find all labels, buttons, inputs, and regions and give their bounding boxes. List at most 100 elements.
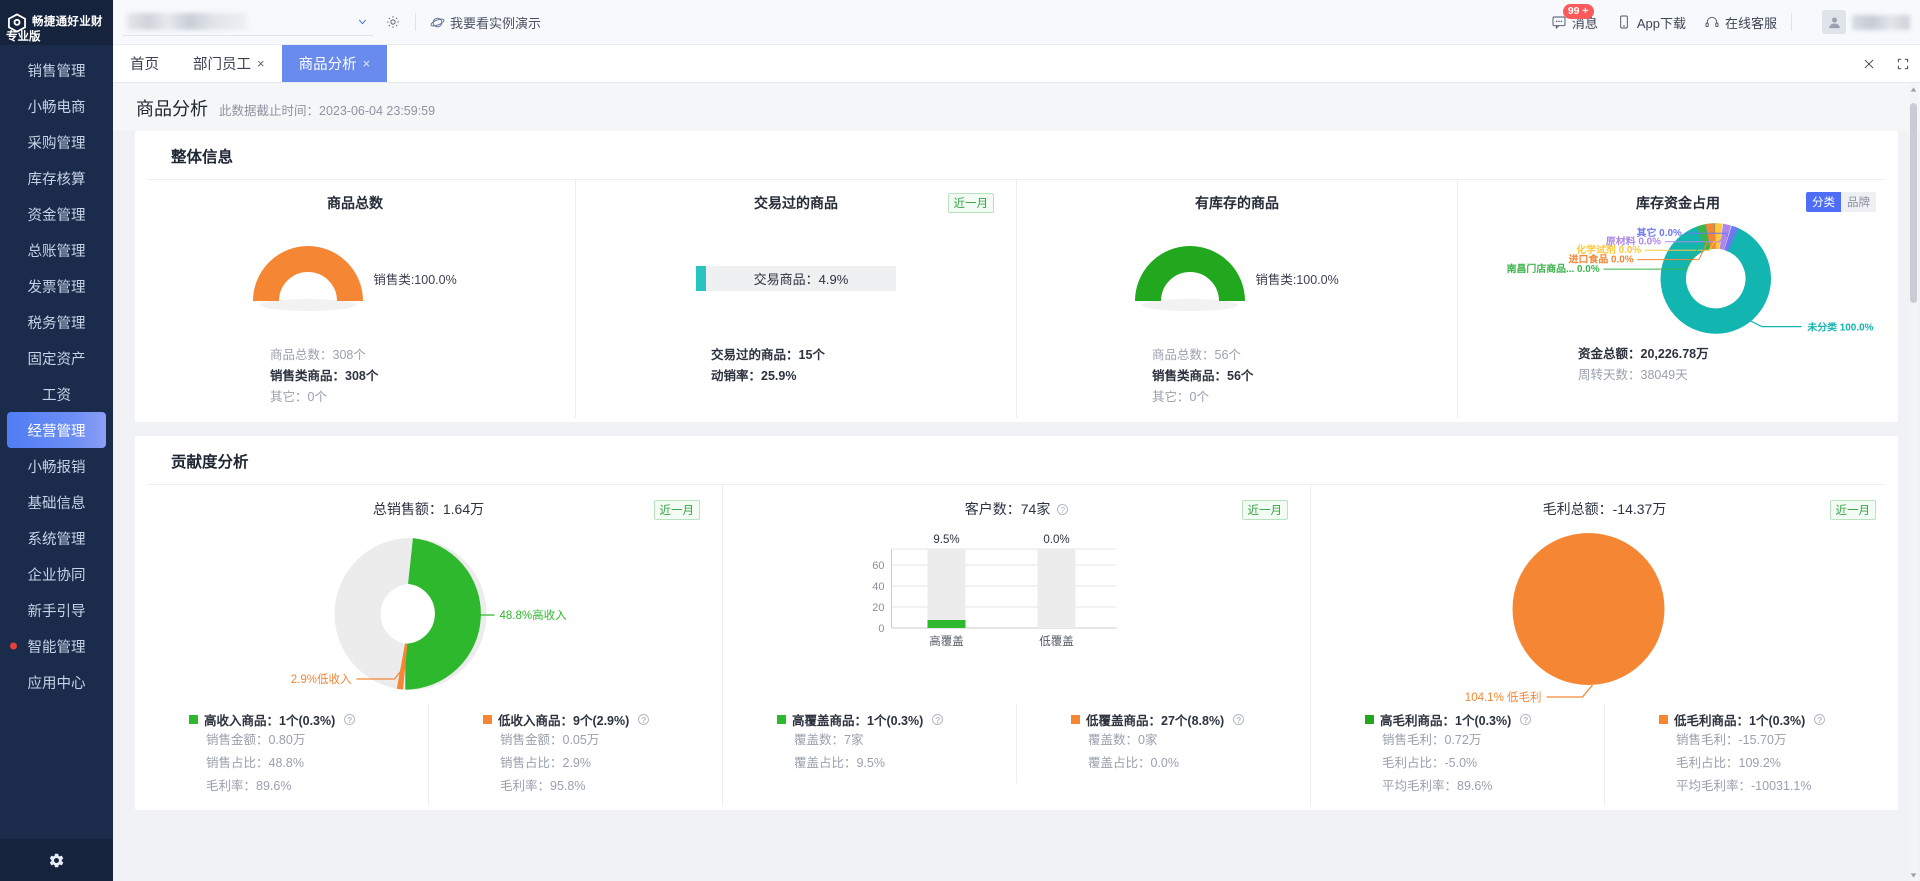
scrollbar-thumb[interactable] bbox=[1910, 103, 1917, 303]
close-icon[interactable] bbox=[1862, 57, 1876, 71]
help-icon[interactable]: ? bbox=[932, 714, 944, 725]
scroll-up-arrow[interactable] bbox=[1909, 83, 1918, 95]
legend-group-high-coverage: 高覆盖商品：1个(0.3%) ? 覆盖数：7家 覆盖占比：9.5% bbox=[723, 704, 1016, 783]
sidebar-item-11[interactable]: 小畅报销 bbox=[0, 448, 113, 484]
demo-link[interactable]: 我要看实例演示 bbox=[430, 13, 541, 32]
segment-toggle[interactable]: 分类 品牌 bbox=[1806, 192, 1876, 212]
sidebar-item-0[interactable]: 销售管理 bbox=[0, 52, 113, 88]
help-icon[interactable]: ? bbox=[1233, 714, 1245, 725]
sidebar-item-16[interactable]: 智能管理 bbox=[0, 628, 113, 664]
sidebar-item-10[interactable]: 经营管理 bbox=[7, 412, 106, 448]
avatar bbox=[1822, 10, 1846, 34]
bar-label-low-coverage: 0.0% bbox=[1043, 534, 1069, 546]
segment-option-brand[interactable]: 品牌 bbox=[1841, 192, 1876, 212]
help-icon[interactable]: ? bbox=[638, 714, 650, 725]
panel-legend: 高覆盖商品：1个(0.3%) ? 覆盖数：7家 覆盖占比：9.5% bbox=[723, 704, 1310, 783]
legend-color-swatch bbox=[483, 715, 492, 724]
panel-chart: 60 40 20 0 9.5% 高覆盖 bbox=[723, 519, 1310, 704]
legend-row: 毛利率：89.6% bbox=[206, 779, 292, 793]
divider bbox=[415, 13, 416, 31]
online-service-button[interactable]: 在线客服 bbox=[1704, 13, 1777, 32]
legend-group-low-profit: 低毛利商品：1个(0.3%) ? 销售毛利：-15.70万 毛利占比：109.2… bbox=[1604, 704, 1898, 806]
close-all-tabs-button[interactable] bbox=[1852, 45, 1886, 82]
sidebar-item-4[interactable]: 资金管理 bbox=[0, 196, 113, 232]
tab-close-icon[interactable]: × bbox=[257, 56, 265, 71]
period-pill[interactable]: 近一月 bbox=[1241, 500, 1288, 520]
sidebar-item-13[interactable]: 系统管理 bbox=[0, 520, 113, 556]
sidebar-item-17[interactable]: 应用中心 bbox=[0, 664, 113, 700]
tab-label: 首页 bbox=[130, 57, 159, 73]
fullscreen-icon[interactable] bbox=[1896, 57, 1910, 71]
legend-color-swatch bbox=[777, 715, 786, 724]
sidebar-item-label: 采购管理 bbox=[27, 135, 86, 152]
gear-icon[interactable] bbox=[385, 14, 401, 30]
sidebar-item-7[interactable]: 税务管理 bbox=[0, 304, 113, 340]
stat-row: 销售类商品：308个 bbox=[270, 369, 379, 383]
gear-icon[interactable] bbox=[48, 852, 65, 869]
tab-label: 商品分析 bbox=[298, 57, 357, 73]
sidebar-item-1[interactable]: 小畅电商 bbox=[0, 88, 113, 124]
legend-row: 平均毛利率：-10031.1% bbox=[1676, 779, 1812, 793]
legend-row: 毛利占比：109.2% bbox=[1676, 756, 1781, 770]
period-pill[interactable]: 近一月 bbox=[1829, 500, 1876, 520]
legend-row: 覆盖数：0家 bbox=[1088, 733, 1158, 747]
period-pill[interactable]: 近一月 bbox=[947, 193, 994, 213]
help-icon[interactable]: ? bbox=[1520, 714, 1532, 725]
stat-row: 动销率：25.9% bbox=[711, 369, 797, 383]
sidebar-item-5[interactable]: 总账管理 bbox=[0, 232, 113, 268]
fullscreen-button[interactable] bbox=[1886, 45, 1920, 82]
overall-card-in-stock-products: 有库存的商品 销售类:100.0% 商品总数：56个 bbox=[1016, 180, 1457, 418]
sidebar-item-12[interactable]: 基础信息 bbox=[0, 484, 113, 520]
legend-group-low-coverage: 低覆盖商品：27个(8.8%) ? 覆盖数：0家 覆盖占比：0.0% bbox=[1016, 704, 1310, 783]
chevron-up-icon[interactable] bbox=[1910, 86, 1917, 93]
period-pill[interactable]: 近一月 bbox=[653, 500, 700, 520]
scroll-down-arrow[interactable] bbox=[1909, 869, 1918, 881]
help-icon[interactable]: ? bbox=[1814, 714, 1826, 725]
segment-option-category[interactable]: 分类 bbox=[1806, 192, 1841, 212]
sidebar-item-label: 资金管理 bbox=[27, 207, 86, 224]
help-icon[interactable]: ? bbox=[1057, 504, 1069, 515]
chevron-down-icon[interactable] bbox=[356, 15, 369, 28]
scrollbar-track[interactable] bbox=[1909, 83, 1918, 881]
brand-name: 畅捷通好业财 bbox=[32, 16, 103, 29]
user-menu[interactable] bbox=[1822, 10, 1910, 34]
sidebar-item-2[interactable]: 采购管理 bbox=[0, 124, 113, 160]
tab-0[interactable]: 首页 bbox=[113, 45, 176, 82]
page-title: 商品分析 bbox=[136, 99, 208, 119]
card-header: 库存资金占用 分类 品牌 bbox=[1458, 192, 1898, 214]
pie-label-low-income: 2.9%低收入 bbox=[291, 672, 352, 686]
messages-button[interactable]: 99 + 消息 bbox=[1551, 3, 1598, 32]
sidebar-item-15[interactable]: 新手引导 bbox=[0, 592, 113, 628]
overall-card-inventory-capital: 库存资金占用 分类 品牌 bbox=[1457, 180, 1898, 418]
coverage-bar-chart: 60 40 20 0 9.5% 高覆盖 bbox=[872, 534, 1117, 648]
legend-title-text: 低收入商品：9个(2.9%) bbox=[498, 714, 630, 728]
sidebar-footer[interactable] bbox=[0, 839, 113, 881]
sidebar-item-8[interactable]: 固定资产 bbox=[0, 340, 113, 376]
company-selector[interactable] bbox=[123, 8, 373, 36]
legend-color-swatch bbox=[1071, 715, 1080, 724]
tab-2[interactable]: 商品分析 × bbox=[281, 45, 388, 82]
chevron-down-icon[interactable] bbox=[1910, 872, 1917, 879]
sidebar-item-label: 小畅报销 bbox=[27, 459, 86, 476]
card-stats: 商品总数：308个 销售类商品：308个 其它：0个 bbox=[135, 345, 575, 408]
donut-label-raw-material: 原材料 0.0% bbox=[1606, 235, 1661, 248]
sidebar-item-6[interactable]: 发票管理 bbox=[0, 268, 113, 304]
card-header: 商品总数 bbox=[135, 192, 575, 214]
tab-close-icon[interactable]: × bbox=[362, 56, 371, 71]
stat-row: 交易过的商品：15个 bbox=[711, 348, 825, 362]
page-scrollbar[interactable] bbox=[1909, 83, 1918, 881]
sidebar-item-9[interactable]: 工资 bbox=[0, 376, 113, 412]
legend-row: 销售金额：0.80万 bbox=[206, 733, 306, 747]
brand-edition: 专业版 bbox=[6, 31, 41, 43]
tab-1[interactable]: 部门员工 × bbox=[176, 45, 282, 82]
messages-badge: 99 + bbox=[1562, 3, 1594, 19]
company-name-redacted bbox=[127, 13, 247, 30]
legend-row: 毛利占比：-5.0% bbox=[1382, 756, 1478, 770]
progress-bar-label: 交易商品：4.9% bbox=[753, 272, 849, 287]
app-download-button[interactable]: App下载 bbox=[1616, 13, 1686, 32]
help-icon[interactable]: ? bbox=[344, 714, 356, 725]
sidebar-item-14[interactable]: 企业协同 bbox=[0, 556, 113, 592]
sidebar-item-label: 智能管理 bbox=[27, 639, 86, 656]
sidebar-item-3[interactable]: 库存核算 bbox=[0, 160, 113, 196]
